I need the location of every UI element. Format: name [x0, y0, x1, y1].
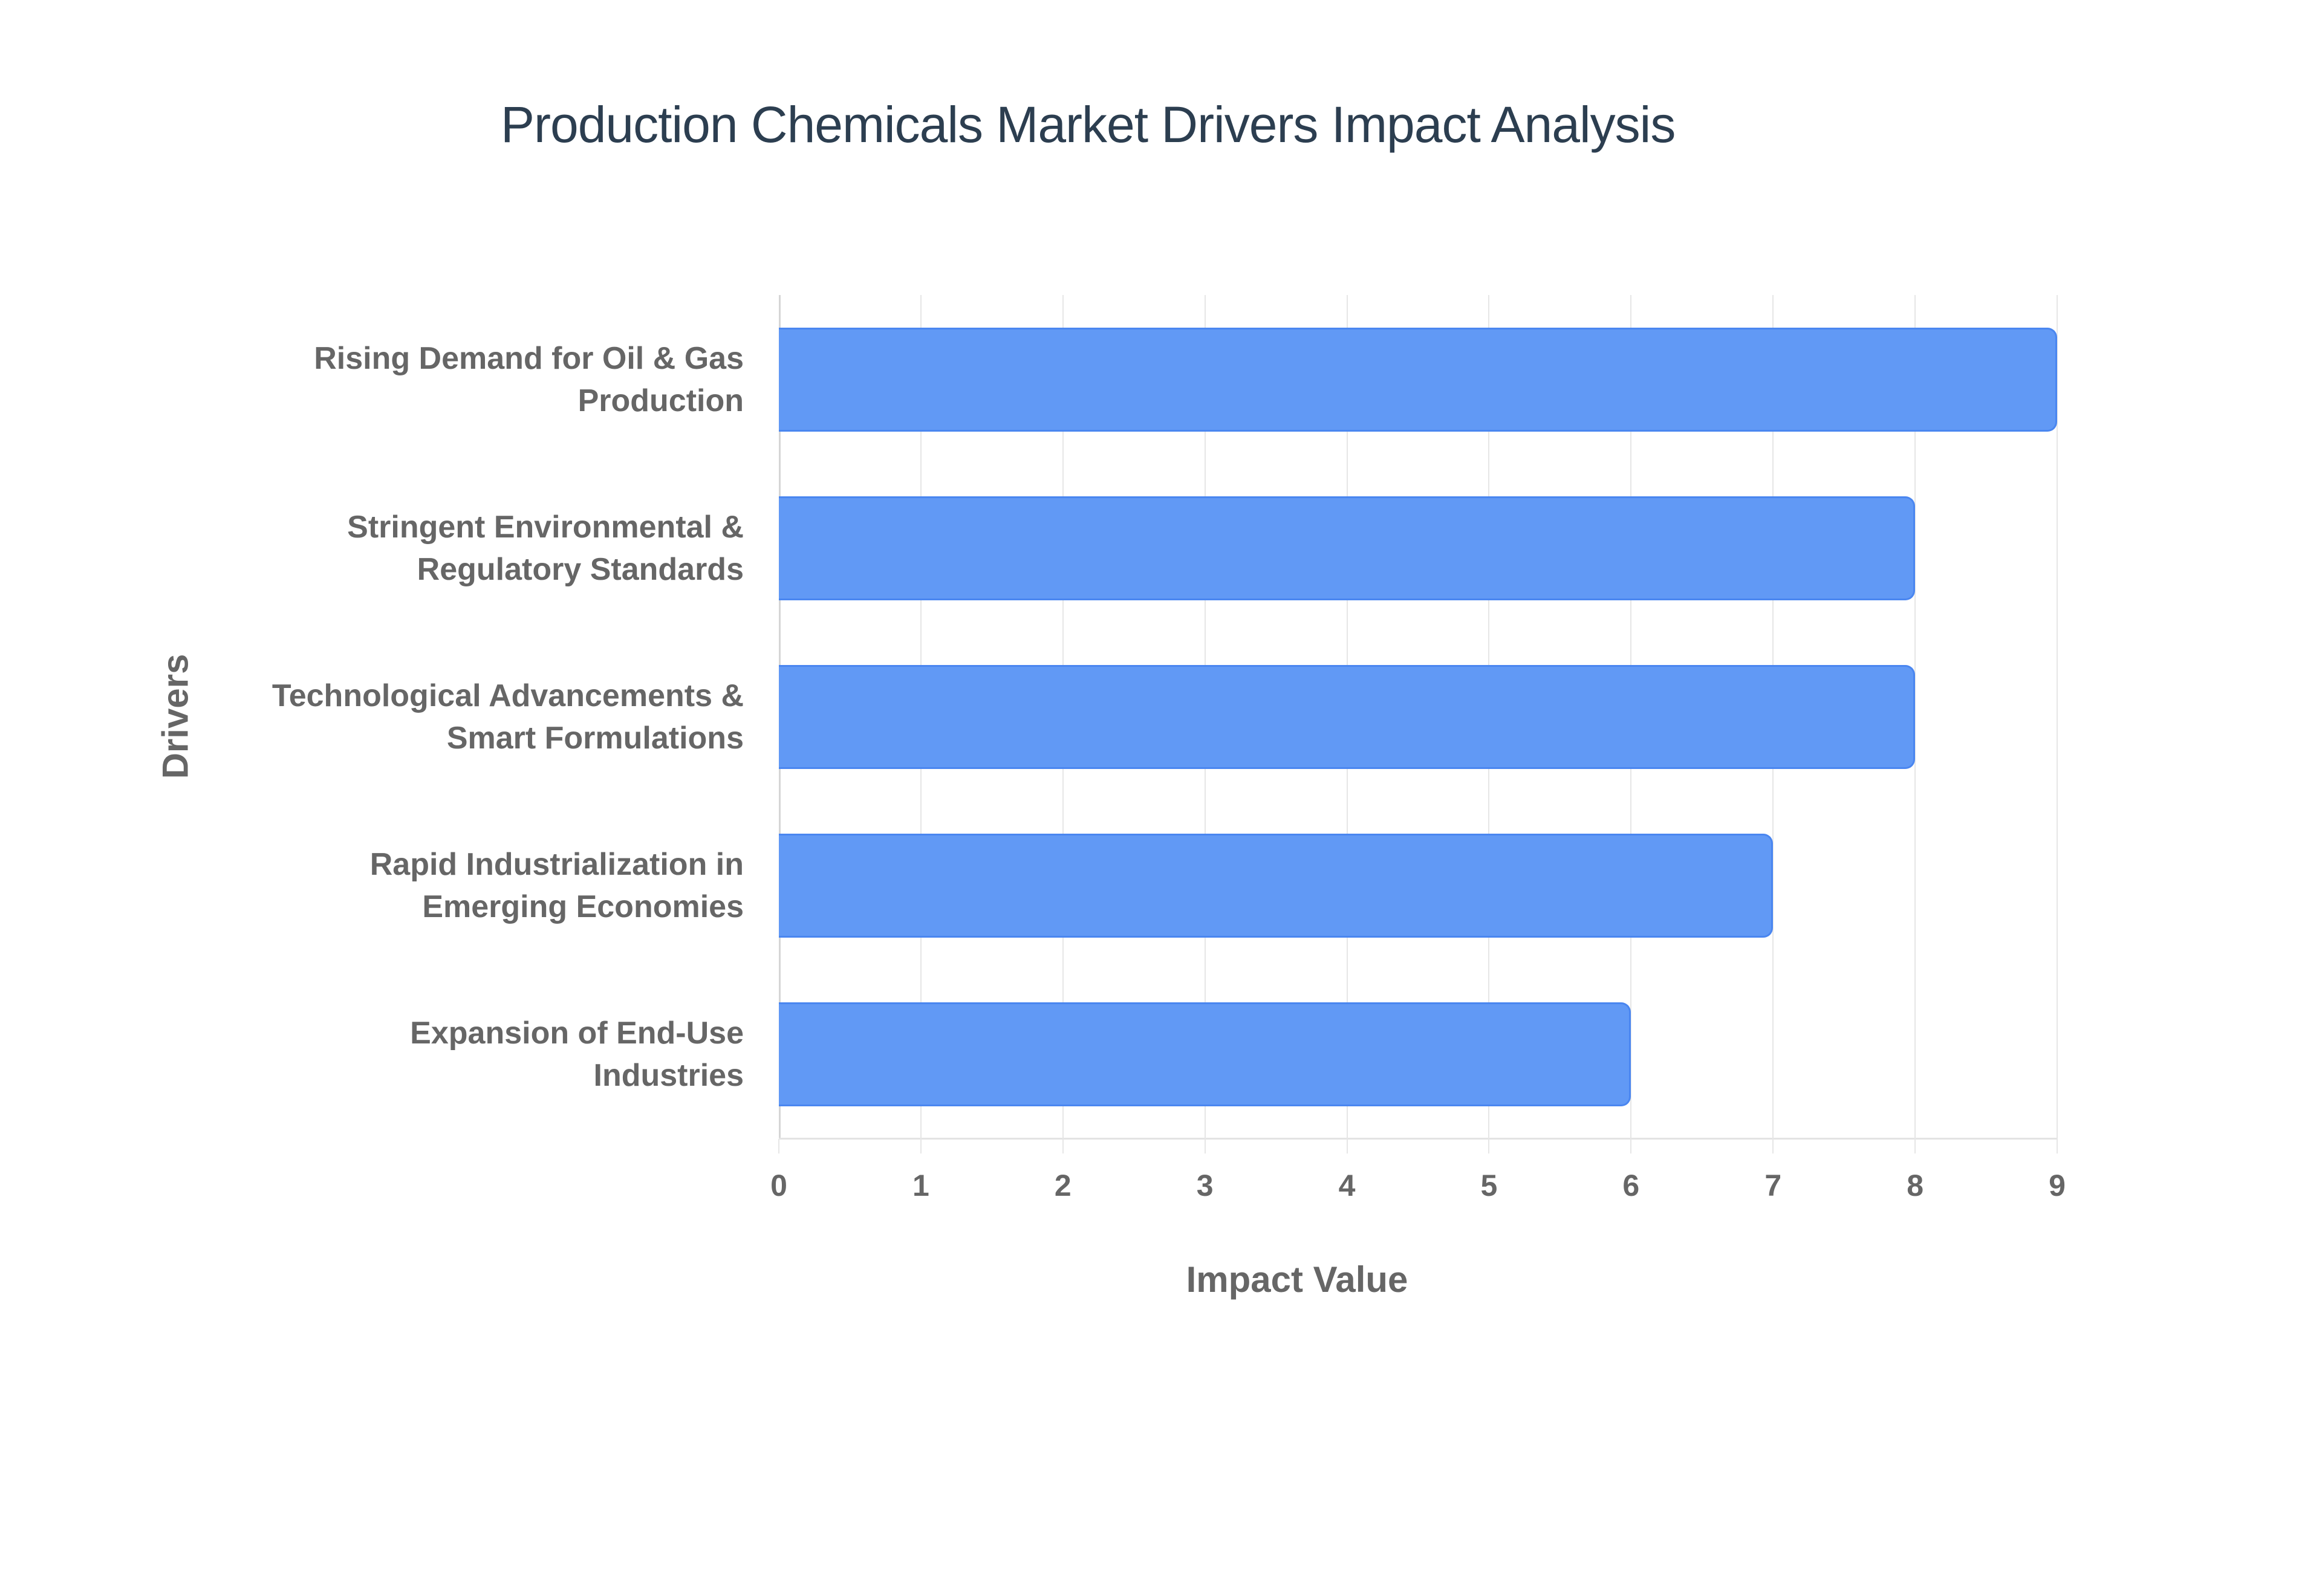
chart-title: Production Chemicals Market Drivers Impa…	[501, 96, 1676, 153]
x-tick-label: 2	[1054, 1169, 1072, 1202]
gridline	[1914, 295, 1916, 1139]
y-axis-label: Rapid Industrialization in Emerging Econo…	[139, 843, 744, 928]
x-tick-label: 6	[1622, 1169, 1640, 1202]
y-axis-label-line: Smart Formulations	[446, 721, 744, 756]
plot-area	[778, 295, 2058, 1153]
gridline	[2057, 295, 2058, 1139]
y-axis-label: Expansion of End-Use Industries	[139, 1012, 744, 1097]
tick-mark	[1914, 1139, 1916, 1153]
tick-mark	[1346, 1139, 1348, 1153]
y-axis-label: Technological Advancements & Smart Formul…	[139, 675, 744, 759]
tick-mark	[1488, 1139, 1490, 1153]
x-axis-line	[779, 1138, 2057, 1140]
y-axis-label-line: Rapid Industrialization in	[369, 847, 744, 883]
y-axis-label-line: Industries	[593, 1058, 744, 1094]
x-tick-label: 1	[912, 1169, 929, 1202]
y-axis-label: Stringent Environmental & Regulatory Stan…	[139, 506, 744, 591]
y-axis-label-line: Technological Advancements &	[272, 678, 744, 713]
bar[interactable]	[779, 665, 1916, 769]
y-axis-label: Rising Demand for Oil & Gas Production	[139, 337, 744, 422]
x-axis-title: Impact Value	[1186, 1259, 1408, 1300]
tick-mark	[1204, 1139, 1206, 1153]
y-axis-label-line: Regulatory Standards	[417, 551, 744, 587]
x-tick-label: 4	[1338, 1169, 1356, 1202]
tick-mark	[1062, 1139, 1064, 1153]
bar[interactable]	[779, 327, 2057, 432]
y-axis-label-line: Rising Demand for Oil & Gas	[314, 340, 744, 376]
y-axis-label-line: Production	[577, 383, 744, 418]
bar[interactable]	[779, 496, 1916, 600]
x-tick-label: 7	[1764, 1169, 1782, 1202]
x-tick-label: 5	[1480, 1169, 1498, 1202]
x-tick-label: 0	[770, 1169, 787, 1202]
tick-mark	[778, 1139, 779, 1153]
y-axis-label-line: Emerging Economies	[422, 889, 744, 925]
tick-mark	[2057, 1139, 2058, 1153]
y-axis-label-line: Expansion of End-Use	[410, 1016, 744, 1051]
x-tick-label: 3	[1196, 1169, 1214, 1202]
y-axis-title: Drivers	[155, 654, 196, 779]
tick-mark	[1772, 1139, 1774, 1153]
x-tick-label: 8	[1907, 1169, 1924, 1202]
tick-mark	[1630, 1139, 1632, 1153]
bar[interactable]	[779, 834, 1774, 938]
y-axis-label-line: Stringent Environmental &	[347, 509, 744, 545]
bar[interactable]	[779, 1002, 1631, 1107]
tick-mark	[920, 1139, 922, 1153]
x-tick-label: 9	[2049, 1169, 2066, 1202]
